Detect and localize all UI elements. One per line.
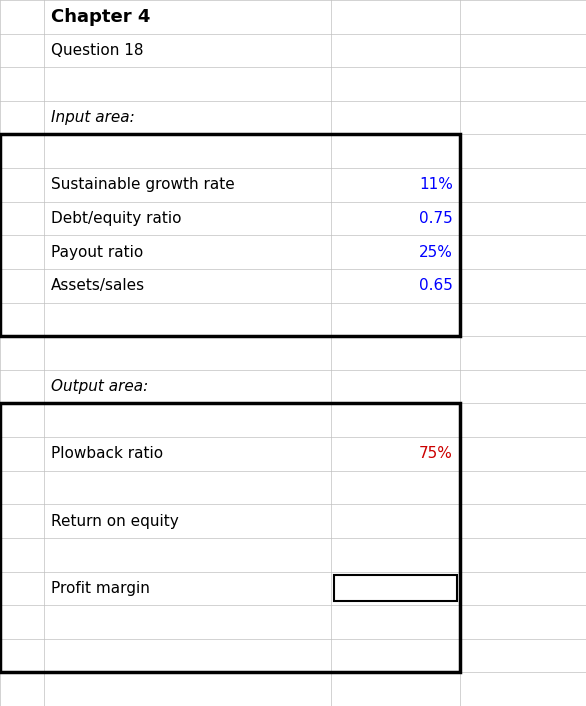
Text: Input area:: Input area: bbox=[51, 110, 135, 125]
Text: Plowback ratio: Plowback ratio bbox=[51, 446, 163, 461]
Bar bbox=[334, 575, 457, 602]
Text: Question 18: Question 18 bbox=[51, 43, 144, 58]
Text: Output area:: Output area: bbox=[51, 379, 148, 394]
Text: 75%: 75% bbox=[419, 446, 453, 461]
Text: Return on equity: Return on equity bbox=[51, 513, 179, 529]
Text: 25%: 25% bbox=[419, 245, 453, 260]
Text: Payout ratio: Payout ratio bbox=[51, 245, 143, 260]
Text: Profit margin: Profit margin bbox=[51, 581, 150, 596]
Text: Assets/sales: Assets/sales bbox=[51, 278, 145, 293]
Text: 11%: 11% bbox=[419, 177, 453, 193]
Text: Chapter 4: Chapter 4 bbox=[51, 8, 151, 26]
Bar bbox=[0, 403, 460, 672]
Bar bbox=[0, 134, 460, 336]
Text: Debt/equity ratio: Debt/equity ratio bbox=[51, 211, 182, 226]
Text: 0.65: 0.65 bbox=[419, 278, 453, 293]
Text: Sustainable growth rate: Sustainable growth rate bbox=[51, 177, 235, 193]
Text: 0.75: 0.75 bbox=[419, 211, 453, 226]
